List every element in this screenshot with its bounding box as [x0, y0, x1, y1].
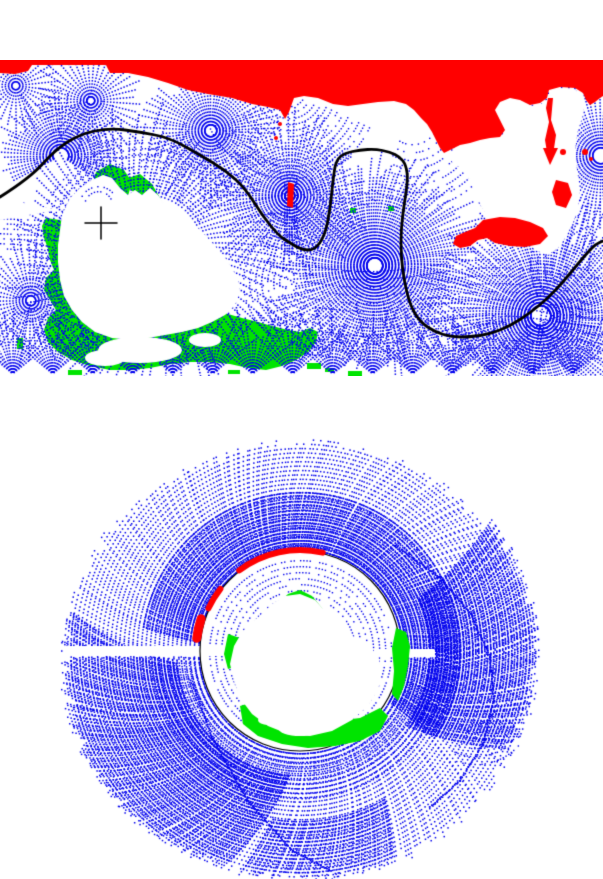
polar-map-panel [0, 376, 603, 879]
polar-map-canvas [0, 376, 603, 879]
synoptic-map-canvas [0, 60, 603, 376]
synoptic-map-panel [0, 60, 603, 376]
